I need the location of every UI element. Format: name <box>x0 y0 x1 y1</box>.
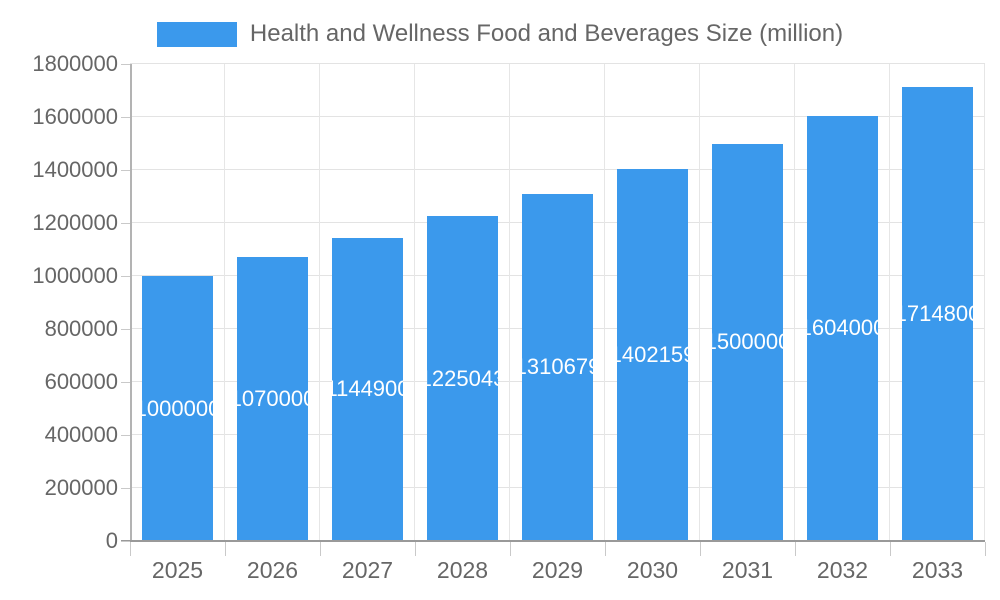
bar-value-label: 1500000 <box>712 329 783 355</box>
legend-label: Health and Wellness Food and Beverages S… <box>249 20 844 47</box>
x-tick-label: 2031 <box>721 557 774 583</box>
bar[interactable]: 1070000 <box>237 257 308 541</box>
x-tick-mark <box>225 542 226 556</box>
x-tick-mark <box>415 542 416 556</box>
y-tick-label: 600000 <box>44 369 118 394</box>
bar[interactable]: 1310679 <box>522 193 593 541</box>
bar[interactable]: 1402159 <box>617 169 688 541</box>
y-tick-label: 1200000 <box>32 210 118 235</box>
bar[interactable]: 1225043 <box>427 216 498 541</box>
bar-value-label: 1714800 <box>902 300 973 326</box>
x-gridline <box>319 64 320 541</box>
x-gridline <box>414 64 415 541</box>
x-gridline <box>509 64 510 541</box>
x-tick-label: 2029 <box>531 557 584 583</box>
x-axis-line <box>121 540 985 542</box>
y-gridline <box>130 116 985 117</box>
x-gridline <box>794 64 795 541</box>
y-tick-mark <box>121 541 130 542</box>
bar[interactable]: 1714800 <box>902 86 973 541</box>
x-tick-mark <box>985 542 986 556</box>
y-gridline <box>130 63 985 64</box>
x-tick-label: 2025 <box>151 557 204 583</box>
x-tick-mark <box>320 542 321 556</box>
y-tick-mark <box>121 64 130 65</box>
bar-value-label: 1144900 <box>332 376 403 402</box>
x-tick-mark <box>890 542 891 556</box>
plot-area: 1000000 1070000 1144900 1225043 1310679 14021… <box>130 63 985 541</box>
y-tick-mark <box>121 223 130 224</box>
x-gridline <box>984 64 985 541</box>
y-tick-mark <box>121 488 130 489</box>
bar-value-label: 1310679 <box>522 354 593 380</box>
x-gridline <box>604 64 605 541</box>
bar[interactable]: 1144900 <box>332 237 403 541</box>
legend[interactable]: Health and Wellness Food and Beverages S… <box>0 18 1000 50</box>
bar[interactable]: 1000000 <box>142 276 213 541</box>
x-tick-label: 2028 <box>436 557 489 583</box>
y-tick-label: 1600000 <box>32 104 118 129</box>
x-tick-label: 2032 <box>816 557 869 583</box>
y-axis-line <box>130 64 132 541</box>
x-tick-mark <box>605 542 606 556</box>
y-tick-mark <box>121 435 130 436</box>
y-tick-mark <box>121 170 130 171</box>
y-tick-label: 200000 <box>44 475 118 500</box>
y-tick-mark <box>121 382 130 383</box>
y-tick-label: 400000 <box>44 422 118 447</box>
x-tick-label: 2033 <box>911 557 964 583</box>
bar-value-label: 1402159 <box>617 342 688 368</box>
y-tick-label: 0 <box>105 528 118 553</box>
y-tick-label: 1800000 <box>32 51 118 76</box>
y-tick-mark <box>121 329 130 330</box>
y-tick-mark <box>121 117 130 118</box>
x-tick-mark <box>700 542 701 556</box>
bar-value-label: 1225043 <box>427 365 498 391</box>
x-tick-label: 2027 <box>341 557 394 583</box>
x-gridline <box>224 64 225 541</box>
x-tick-label: 2026 <box>246 557 299 583</box>
x-tick-mark <box>130 542 131 556</box>
bar[interactable]: 1500000 <box>712 143 783 541</box>
y-tick-mark <box>121 276 130 277</box>
x-tick-label: 2030 <box>626 557 679 583</box>
y-tick-label: 800000 <box>44 316 118 341</box>
y-tick-label: 1400000 <box>32 157 118 182</box>
y-tick-label: 1000000 <box>32 263 118 288</box>
bar[interactable]: 1604000 <box>807 115 878 541</box>
x-gridline <box>699 64 700 541</box>
x-tick-mark <box>510 542 511 556</box>
x-gridline <box>889 64 890 541</box>
x-tick-mark <box>795 542 796 556</box>
bar-value-label: 1000000 <box>142 395 213 421</box>
legend-swatch-icon <box>156 21 237 47</box>
bar-value-label: 1070000 <box>237 386 308 412</box>
y-gridline <box>130 169 985 170</box>
bar-value-label: 1604000 <box>807 315 878 341</box>
